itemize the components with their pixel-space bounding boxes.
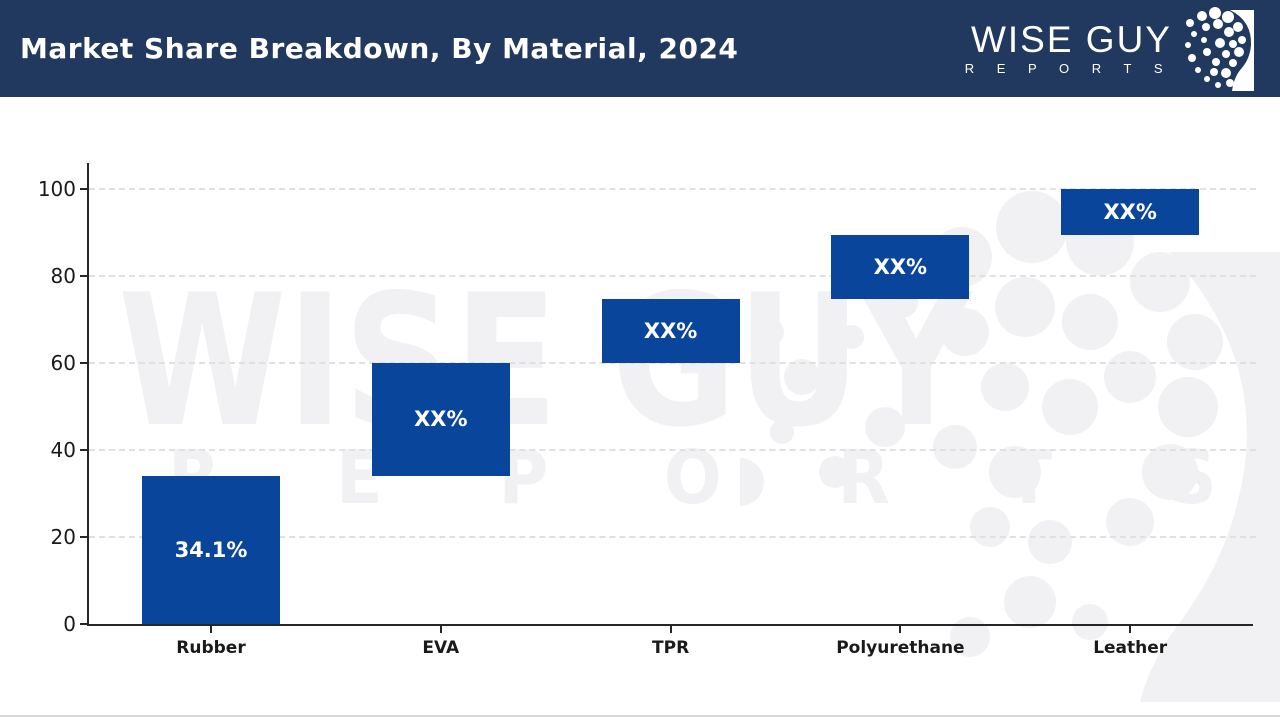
bar-value-label-eva: XX% <box>414 407 468 432</box>
y-tick-label-40: 40 <box>50 438 76 462</box>
page-title: Market Share Breakdown, By Material, 202… <box>20 32 739 65</box>
header-bar: Market Share Breakdown, By Material, 202… <box>0 0 1280 97</box>
gridline-80 <box>89 275 1256 277</box>
y-tick-mark-40 <box>80 449 88 451</box>
bar-value-label-tpr: XX% <box>643 319 698 344</box>
x-axis-line <box>87 624 1253 626</box>
logo-face-icon <box>1185 6 1254 91</box>
y-tick-label-60: 60 <box>50 351 76 375</box>
logo-text: WISE GUY R E P O R T S <box>961 21 1172 76</box>
bottom-divider <box>0 715 1280 717</box>
gridline-20 <box>89 536 1256 538</box>
chart-area: WISE GUY R E P O R T S <box>0 97 1280 720</box>
bar-value-label-leather: XX% <box>1103 200 1157 225</box>
logo-wordmark: WISE GUY <box>970 19 1172 60</box>
logo-subtitle: R E P O R T S <box>964 61 1172 76</box>
watermark-wordmark: WISE GUY <box>118 255 972 467</box>
y-axis-line <box>87 163 89 626</box>
category-label-tpr: TPR <box>652 638 690 658</box>
x-tick-mark-polyurethane <box>899 626 902 633</box>
y-tick-mark-20 <box>80 536 88 538</box>
y-tick-mark-100 <box>80 188 88 190</box>
x-tick-mark-leather <box>1129 626 1132 633</box>
category-label-rubber: Rubber <box>176 638 246 658</box>
bar-rubber: 34.1% <box>142 475 280 624</box>
bar-value-label-polyurethane: XX% <box>873 255 928 280</box>
bar-leather: XX% <box>1061 189 1200 236</box>
bar-eva: XX% <box>371 363 510 476</box>
bar-tpr: XX% <box>601 299 740 363</box>
x-tick-mark-tpr <box>669 626 672 633</box>
category-label-eva: EVA <box>422 638 460 658</box>
gridline-40 <box>89 449 1256 451</box>
y-tick-mark-0 <box>80 623 88 625</box>
x-tick-mark-rubber <box>210 626 212 633</box>
category-label-leather: Leather <box>1093 638 1168 658</box>
x-tick-mark-eva <box>439 626 442 633</box>
bar-polyurethane: XX% <box>831 235 970 300</box>
y-tick-label-80: 80 <box>50 264 76 288</box>
gridline-60 <box>89 362 1256 364</box>
category-label-polyurethane: Polyurethane <box>836 638 965 658</box>
bar-value-label-rubber: 34.1% <box>174 537 248 562</box>
y-tick-mark-80 <box>80 275 88 277</box>
wise-guy-logo: WISE GUY R E P O R T S <box>961 6 1254 91</box>
y-tick-label-0: 0 <box>63 612 76 636</box>
y-tick-mark-60 <box>80 362 88 364</box>
y-tick-label-20: 20 <box>50 525 76 549</box>
y-tick-label-100: 100 <box>37 177 76 201</box>
gridline-100 <box>89 188 1256 190</box>
